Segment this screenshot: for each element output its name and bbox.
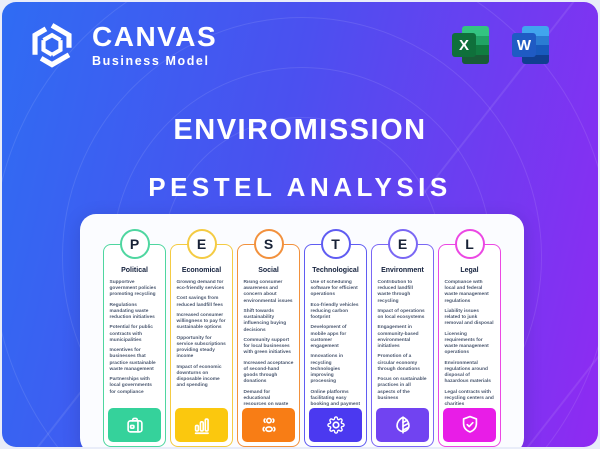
bullet-list: Compliance with local and federal waste … <box>443 280 496 408</box>
excel-letter-tile: X <box>452 33 476 57</box>
page-title: PESTEL ANALYSIS <box>148 172 452 202</box>
bullet-item: Incentives for businesses that practice … <box>109 348 156 372</box>
bullet-item: Demand for educational resources on wast… <box>243 389 289 407</box>
bullet-item: Impact of operations on local ecosystems <box>377 308 425 321</box>
leaf-icon <box>376 407 429 442</box>
card-legal: Legal Compliance with local and federal … <box>438 244 501 447</box>
bullet-list: Supportive government policies promoting… <box>108 280 161 408</box>
bullet-item: Use of scheduling software for efficient… <box>310 280 358 298</box>
bullet-item: Eco-friendly vehicles reducing carbon fo… <box>310 302 359 321</box>
file-format-icons: X W <box>452 26 549 64</box>
bullet-list: Use of scheduling software for efficient… <box>309 280 362 408</box>
bullet-item: Cost savings from reduced landfill fees <box>176 296 223 308</box>
card-political: Political Supportive government policies… <box>103 244 166 447</box>
brand-name: CANVAS <box>92 21 218 52</box>
bullet-item: Growing demand for eco-friendly services <box>176 280 225 292</box>
column-environment: E Environment Contribution to reduced la… <box>371 229 434 447</box>
bullet-item: Increased acceptance of second-hand good… <box>243 360 294 385</box>
card-environment: Environment Contribution to reduced land… <box>371 244 434 447</box>
word-stripe <box>522 54 549 64</box>
bullet-item: Increased consumer willingness to pay fo… <box>176 312 226 331</box>
bullet-item: Compliance with local and federal waste … <box>444 280 489 304</box>
bullet-item: Community support for local businesses w… <box>243 337 291 356</box>
bullet-item: Impact of economic downturns on disposab… <box>176 364 222 389</box>
bullet-item: Development of mobile apps for customer … <box>310 325 347 350</box>
bullet-item: Potential for public contracts with muni… <box>109 325 153 343</box>
bullet-item: Liability issues related to junk removal… <box>444 308 494 327</box>
excel-stripe <box>462 54 489 64</box>
bullet-item: Promotion of a circular economy through … <box>377 354 420 372</box>
bullet-item: Focus on sustainable practices in all as… <box>377 377 427 401</box>
bullet-list: Contribution to reduced landfill waste t… <box>376 280 429 408</box>
card-title: Economical <box>181 267 222 274</box>
column-economical: E Economical Growing demand for eco-frie… <box>170 229 233 447</box>
bullet-item: Rising consumer awareness and concern ab… <box>243 280 293 304</box>
card-social: Social Rising consumer awareness and con… <box>237 244 300 447</box>
bullet-item: Legal contracts with recycling centers a… <box>444 389 494 407</box>
brand-tagline: Business Model <box>92 54 210 68</box>
excel-icon[interactable]: X <box>452 26 489 64</box>
word-icon[interactable]: W <box>512 26 549 64</box>
shield-check-icon <box>443 407 496 442</box>
people-icon <box>242 407 295 442</box>
pestel-columns: P Political Supportive government polici… <box>80 229 524 447</box>
letter-badge-t: T <box>320 229 351 259</box>
gear-icon <box>309 407 362 442</box>
bullet-item: Contribution to reduced landfill waste t… <box>377 280 413 304</box>
card-title: Legal <box>460 267 479 274</box>
letter-badge-p: P <box>119 229 150 259</box>
word-letter-tile: W <box>512 33 536 57</box>
card-title: Political <box>121 267 148 274</box>
bullet-item: Licensing requirements for waste managem… <box>444 331 489 356</box>
card-title: Environment <box>381 267 424 274</box>
hexagon-logo-icon <box>32 23 72 68</box>
company-title: ENVIROMISSION <box>173 114 427 146</box>
bullet-item: Regulations mandating waste reduction in… <box>109 302 155 321</box>
word-stripe <box>522 26 549 36</box>
bullet-item: Engagement in community-based environmen… <box>377 325 419 350</box>
bullet-item: Environmental regulations around disposa… <box>444 360 491 385</box>
letter-badge-l: L <box>454 229 485 259</box>
letter-badge-e1: E <box>186 229 217 259</box>
bullet-item: Supportive government policies promoting… <box>109 280 157 298</box>
letter-badge-e2: E <box>387 229 418 259</box>
bullet-item: Online platforms facilitating easy booki… <box>310 389 361 407</box>
card-economical: Economical Growing demand for eco-friend… <box>170 244 233 447</box>
column-political: P Political Supportive government polici… <box>103 229 166 447</box>
bar-chart-icon <box>175 407 228 442</box>
bullet-item: Shift towards sustainability influencing… <box>243 308 287 333</box>
bullet-item: Partnerships with local governments for … <box>109 377 152 395</box>
excel-stripe <box>462 26 489 36</box>
bullet-item: Innovations in recycling technologies im… <box>310 354 344 385</box>
pestel-board: P Political Supportive government polici… <box>80 214 524 447</box>
letter-badge-s: S <box>253 229 284 259</box>
briefcase-icon <box>108 407 161 442</box>
brand-logo: CANVAS Business Model <box>24 15 217 75</box>
bullet-list: Growing demand for eco-friendly services… <box>175 280 228 408</box>
bullet-item: Opportunity for service subscriptions pr… <box>176 335 226 360</box>
card-title: Social <box>258 267 279 274</box>
card-technological: Technological Use of scheduling software… <box>304 244 367 447</box>
column-technological: T Technological Use of scheduling softwa… <box>304 229 367 447</box>
card-title: Technological <box>312 267 359 274</box>
bullet-list: Rising consumer awareness and concern ab… <box>242 280 295 408</box>
column-social: S Social Rising consumer awareness and c… <box>237 229 300 447</box>
column-legal: L Legal Compliance with local and federa… <box>438 229 501 447</box>
